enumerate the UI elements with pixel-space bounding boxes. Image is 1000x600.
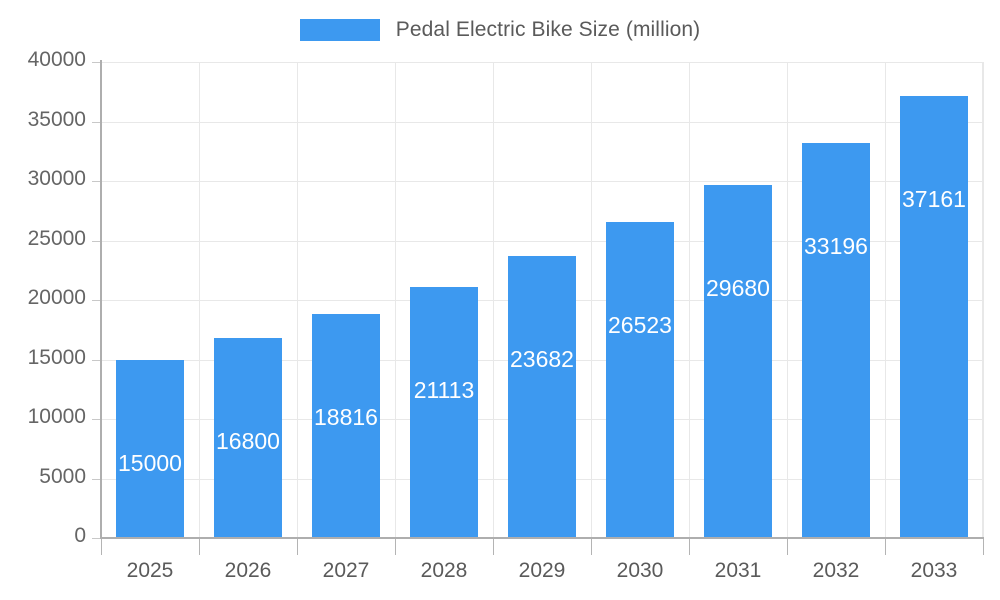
- gridline-vertical: [787, 62, 788, 538]
- y-axis-tick-mark: [92, 241, 100, 242]
- y-axis-tick-label: 20000: [27, 286, 86, 309]
- gridline-vertical: [395, 62, 396, 538]
- gridline-vertical: [689, 62, 690, 538]
- x-axis-tick-mark: [591, 539, 592, 555]
- gridline-vertical: [983, 62, 984, 538]
- x-axis-tick-mark: [885, 539, 886, 555]
- y-axis-spine: [100, 60, 102, 539]
- bar-2033[interactable]: [900, 96, 968, 538]
- y-axis-tick-mark: [92, 300, 100, 301]
- chart-legend: Pedal Electric Bike Size (million): [0, 10, 1000, 50]
- y-axis-tick-mark: [92, 538, 100, 539]
- gridline-horizontal: [101, 181, 983, 182]
- y-axis-tick-label: 0: [74, 524, 86, 547]
- y-axis-tick-label: 35000: [27, 107, 86, 131]
- y-axis-tick-mark: [92, 181, 100, 182]
- gridline-horizontal: [101, 122, 983, 123]
- y-axis-tick-label: 10000: [27, 405, 86, 428]
- x-axis-tick-mark: [199, 539, 200, 555]
- bar-2032[interactable]: [802, 143, 870, 538]
- y-axis-tick-mark: [92, 419, 100, 420]
- y-axis-tick-label: 30000: [27, 167, 86, 190]
- gridline-vertical: [591, 62, 592, 538]
- x-axis-tick-label-2030: 2030: [616, 559, 664, 582]
- bar-2028[interactable]: [410, 287, 478, 538]
- y-axis-tick-label: 25000: [27, 226, 86, 250]
- plot-area: 15000 16800 18816 21113 23682 26523 29680 33196…: [101, 62, 984, 539]
- x-axis-tick-mark: [493, 539, 494, 555]
- x-axis-tick-label-2032: 2032: [812, 559, 860, 582]
- y-axis-tick-label: 15000: [27, 345, 86, 369]
- y-axis-tick-mark: [92, 62, 100, 63]
- bar-2029[interactable]: [508, 256, 576, 538]
- x-axis-tick-mark: [787, 539, 788, 555]
- x-axis-tick-mark: [689, 539, 690, 555]
- x-axis-tick-label-2028: 2028: [420, 559, 468, 582]
- x-axis-tick-label-2026: 2026: [224, 559, 272, 582]
- bar-2030[interactable]: [606, 222, 674, 538]
- gridline-vertical: [493, 62, 494, 538]
- x-axis-tick-label-2033: 2033: [910, 559, 958, 582]
- x-axis-tick-mark: [983, 539, 984, 555]
- legend-label: Pedal Electric Bike Size (million): [395, 18, 701, 41]
- x-axis-tick-label-2027: 2027: [322, 559, 370, 582]
- bar-2027[interactable]: [312, 314, 380, 538]
- bar-2026[interactable]: [214, 338, 282, 538]
- x-axis-tick-label-2025: 2025: [126, 559, 174, 582]
- y-axis-tick-label: 40000: [27, 48, 86, 71]
- x-axis-tick-mark: [395, 539, 396, 555]
- gridline-horizontal: [101, 62, 983, 63]
- y-axis-tick-label: 5000: [39, 464, 86, 488]
- y-axis-tick-mark: [92, 360, 100, 361]
- gridline-horizontal: [101, 241, 983, 242]
- y-axis-tick-mark: [92, 479, 100, 480]
- legend-color-swatch-icon: [299, 19, 380, 41]
- legend-item-pedal-electric-bike-size[interactable]: Pedal Electric Bike Size (million): [299, 18, 701, 42]
- x-axis-tick-mark: [297, 539, 298, 555]
- x-axis-tick-label-2031: 2031: [714, 559, 762, 582]
- x-axis-tick-mark: [101, 539, 102, 555]
- gridline-vertical: [297, 62, 298, 538]
- gridline-vertical: [199, 62, 200, 538]
- gridline-vertical: [885, 62, 886, 538]
- x-axis-tick-label-2029: 2029: [518, 559, 566, 582]
- x-axis-spine: [100, 537, 984, 539]
- bar-2031[interactable]: [704, 185, 772, 538]
- bar-2025[interactable]: [116, 360, 184, 539]
- y-axis-tick-mark: [92, 122, 100, 123]
